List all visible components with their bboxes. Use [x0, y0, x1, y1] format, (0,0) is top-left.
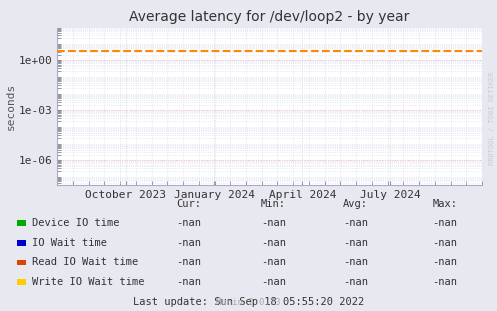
- Text: Max:: Max:: [432, 199, 457, 209]
- Text: Read IO Wait time: Read IO Wait time: [32, 258, 139, 267]
- Text: RRDTOOL / TOBI OETIKER: RRDTOOL / TOBI OETIKER: [489, 72, 495, 165]
- Text: -nan: -nan: [261, 277, 286, 287]
- Text: -nan: -nan: [432, 238, 457, 248]
- Text: -nan: -nan: [432, 218, 457, 228]
- Text: -nan: -nan: [343, 258, 368, 267]
- Text: Avg:: Avg:: [343, 199, 368, 209]
- Text: -nan: -nan: [261, 238, 286, 248]
- Text: -nan: -nan: [176, 258, 201, 267]
- Text: -nan: -nan: [343, 277, 368, 287]
- Text: Device IO time: Device IO time: [32, 218, 120, 228]
- Text: -nan: -nan: [261, 218, 286, 228]
- Text: Cur:: Cur:: [176, 199, 201, 209]
- Text: -nan: -nan: [176, 277, 201, 287]
- Text: -nan: -nan: [176, 238, 201, 248]
- Text: -nan: -nan: [176, 218, 201, 228]
- Text: Munin 2.0.73: Munin 2.0.73: [216, 298, 281, 307]
- Text: IO Wait time: IO Wait time: [32, 238, 107, 248]
- Text: Last update: Sun Sep 18 05:55:20 2022: Last update: Sun Sep 18 05:55:20 2022: [133, 297, 364, 307]
- Text: -nan: -nan: [261, 258, 286, 267]
- Text: -nan: -nan: [432, 258, 457, 267]
- Text: Write IO Wait time: Write IO Wait time: [32, 277, 145, 287]
- Text: -nan: -nan: [432, 277, 457, 287]
- Text: -nan: -nan: [343, 218, 368, 228]
- Text: Min:: Min:: [261, 199, 286, 209]
- Title: Average latency for /dev/loop2 - by year: Average latency for /dev/loop2 - by year: [129, 10, 410, 24]
- Text: -nan: -nan: [343, 238, 368, 248]
- Y-axis label: seconds: seconds: [6, 83, 16, 130]
